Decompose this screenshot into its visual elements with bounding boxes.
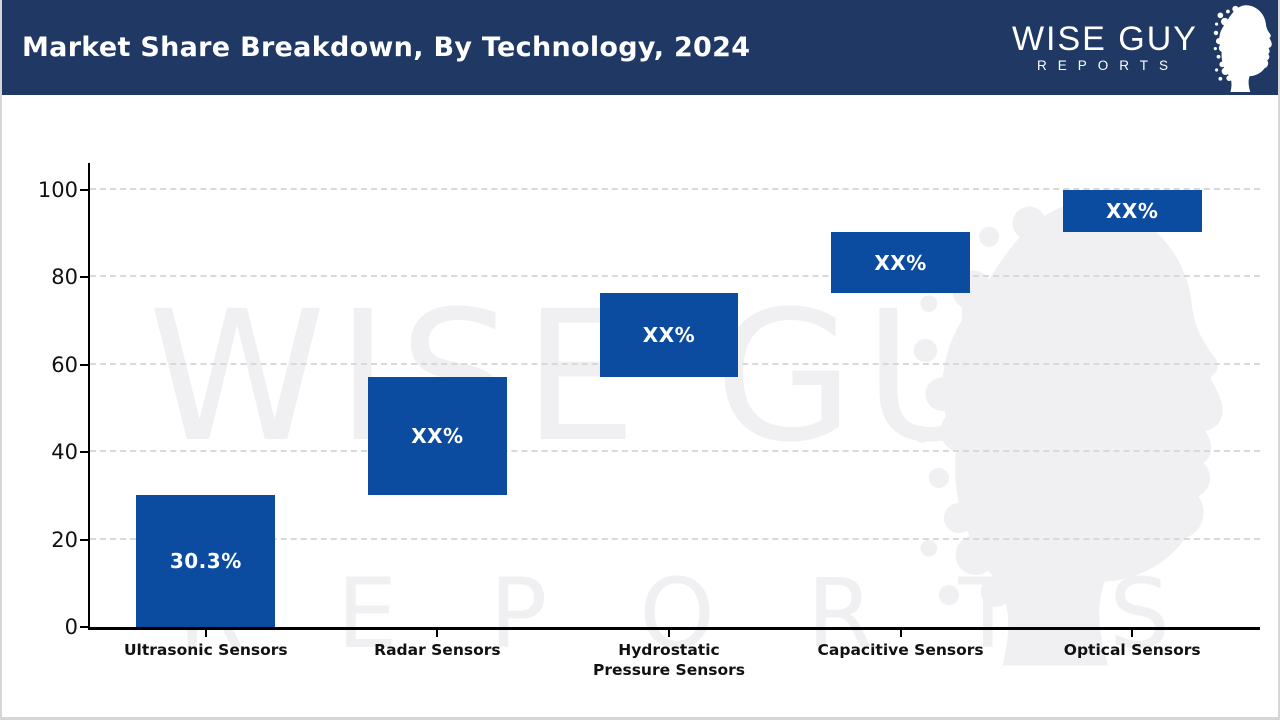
y-axis-tick-label: 0 [64, 615, 78, 639]
x-axis-category-label: Hydrostatic Pressure Sensors [592, 641, 745, 679]
x-axis-tick-mark [436, 630, 439, 637]
category-slot: XX% Hydrostatic Pressure Sensors [553, 190, 785, 679]
y-axis-tick-label: 20 [51, 527, 78, 552]
chart-title: Market Share Breakdown, By Technology, 2… [22, 32, 751, 63]
wise-guy-reports-logo: WISE GUY REPORTS [1012, 0, 1280, 95]
x-axis [88, 627, 1260, 630]
bar-segment: 30.3% [136, 494, 276, 627]
y-axis [88, 163, 90, 630]
logo-head-icon [1202, 4, 1280, 92]
bar-segment: XX% [1062, 190, 1202, 232]
y-axis-tick-mark [80, 451, 88, 454]
category-slot: XX% Capacitive Sensors [785, 190, 1017, 659]
x-axis-category-label: Optical Sensors [1063, 641, 1201, 659]
gridline [90, 450, 1260, 453]
y-axis-tick-mark [80, 189, 88, 191]
bar-segment: XX% [367, 377, 507, 495]
logo-wise-guy-text: WISE GUY [1011, 19, 1198, 58]
bar-value-label: XX% [642, 323, 696, 348]
bar-value-label: 30.3% [169, 548, 242, 573]
gridline [90, 537, 1260, 540]
x-axis-category-label: Ultrasonic Sensors [123, 641, 288, 659]
category-slot: XX% Radar Sensors [322, 190, 554, 659]
y-axis-tick-label: 40 [51, 440, 78, 465]
gridline [90, 188, 1260, 190]
x-axis-tick-mark [667, 630, 670, 637]
bar-segment: XX% [831, 231, 971, 294]
x-axis-tick-mark [899, 630, 902, 637]
y-axis-tick-label: 100 [37, 178, 78, 202]
y-axis-tick-label: 80 [51, 265, 78, 290]
y-axis-tick-mark [80, 363, 88, 366]
category-slot: XX% Optical Sensors [1016, 190, 1248, 659]
gridline [90, 275, 1260, 278]
bar-value-label: XX% [411, 423, 464, 448]
y-axis-tick-mark [80, 626, 88, 628]
y-axis-tick-mark [80, 276, 88, 279]
y-axis-tick-mark [80, 538, 88, 541]
x-axis-tick-mark [1131, 630, 1134, 637]
x-axis-category-label: Capacitive Sensors [817, 641, 984, 659]
logo-reports-text: REPORTS [1036, 58, 1179, 74]
y-axis-tick-label: 60 [51, 352, 78, 377]
plot-area: 30.3% Ultrasonic Sensors XX% Radar Sensors X… [90, 190, 1248, 679]
bar-value-label: XX% [874, 250, 927, 275]
header-bar: Market Share Breakdown, By Technology, 2… [2, 0, 1280, 95]
bar-value-label: XX% [1105, 198, 1159, 223]
category-slot: 30.3% Ultrasonic Sensors [90, 190, 322, 659]
x-axis-tick-mark [204, 630, 207, 637]
logo-text: WISE GUY REPORTS [1011, 19, 1198, 74]
x-axis-category-label: Radar Sensors [374, 641, 501, 659]
bar-segment: XX% [599, 293, 739, 378]
